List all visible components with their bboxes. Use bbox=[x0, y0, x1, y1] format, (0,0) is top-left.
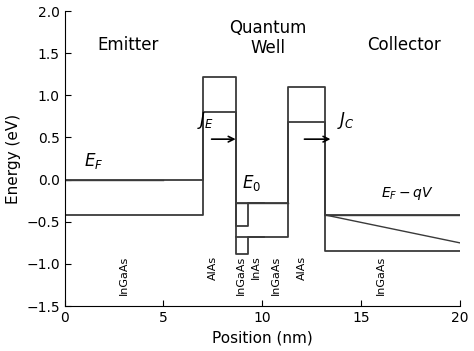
Text: $E_F - qV$: $E_F - qV$ bbox=[381, 185, 434, 203]
Text: Quantum
Well: Quantum Well bbox=[229, 19, 307, 58]
Text: $J_E$: $J_E$ bbox=[197, 110, 214, 131]
Text: AlAs: AlAs bbox=[297, 256, 307, 280]
Text: InGaAs: InGaAs bbox=[271, 256, 281, 295]
Text: Emitter: Emitter bbox=[97, 36, 158, 54]
Text: $E_F$: $E_F$ bbox=[84, 151, 104, 171]
Text: InAs: InAs bbox=[251, 256, 261, 279]
Text: AlAs: AlAs bbox=[208, 256, 218, 280]
Text: InGaAs: InGaAs bbox=[119, 256, 129, 295]
Text: InGaAs: InGaAs bbox=[236, 256, 246, 295]
Text: $J_C$: $J_C$ bbox=[337, 110, 355, 131]
X-axis label: Position (nm): Position (nm) bbox=[212, 330, 312, 345]
Y-axis label: Energy (eV): Energy (eV) bbox=[6, 113, 20, 204]
Text: $E_0$: $E_0$ bbox=[242, 173, 262, 193]
Text: InGaAs: InGaAs bbox=[376, 256, 386, 295]
Text: Collector: Collector bbox=[367, 36, 441, 54]
